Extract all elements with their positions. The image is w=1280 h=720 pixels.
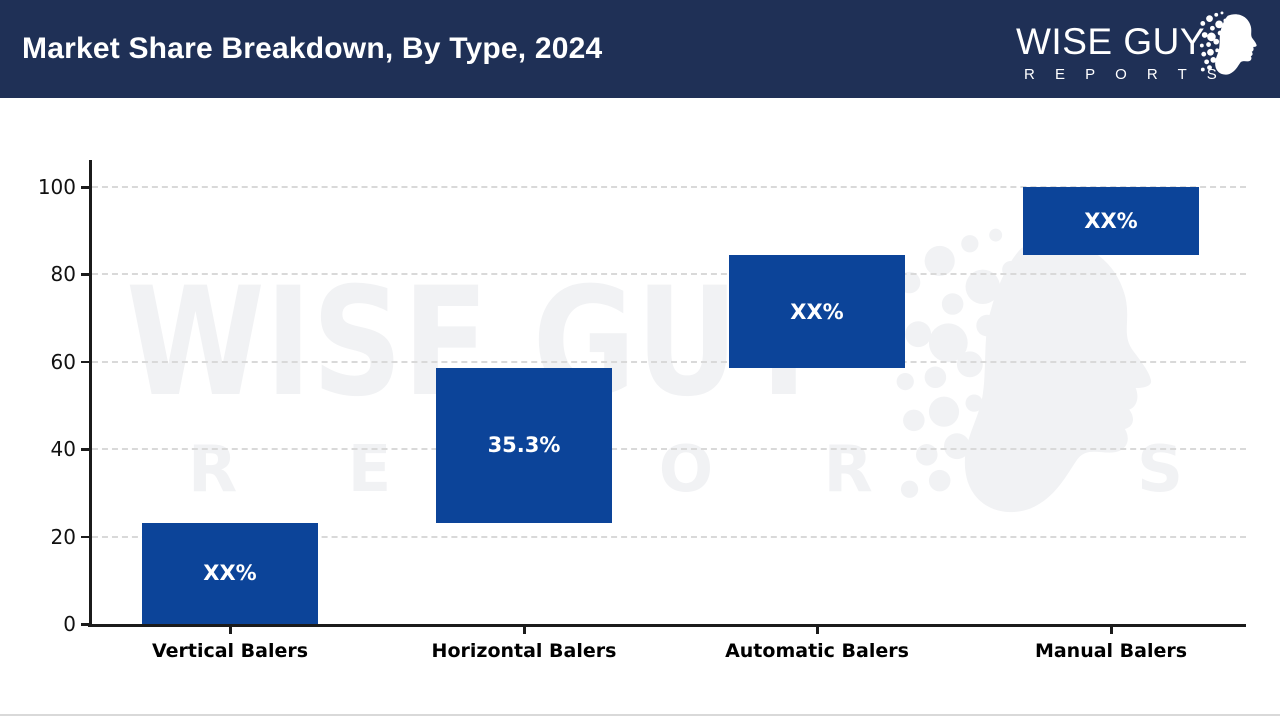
gridline — [92, 273, 1246, 276]
y-tick-label: 40 — [50, 437, 76, 462]
bottom-divider — [0, 714, 1280, 716]
bar-value-label: XX% — [790, 299, 844, 324]
logo-subtext: R E P O R T S — [1024, 66, 1225, 83]
bar-value-label: XX% — [203, 561, 257, 586]
header: Market Share Breakdown, By Type, 2024 — [0, 0, 1280, 98]
brand-logo: WISE GUY R E P O R T S — [1014, 8, 1266, 90]
gridline — [92, 448, 1246, 451]
gridline — [92, 535, 1246, 538]
bar-automatic-balers: XX% — [729, 255, 905, 369]
x-tick-label: Horizontal Balers — [431, 640, 617, 662]
logo-wordmark: WISE GUY — [1016, 21, 1205, 62]
y-tick-label: 60 — [50, 349, 76, 374]
x-tick-mark — [1110, 627, 1113, 634]
x-tick-label: Vertical Balers — [151, 640, 309, 662]
y-tick-mark — [81, 448, 90, 451]
y-tick-mark — [81, 273, 90, 276]
wise-guy-logo-icon: WISE GUY R E P O R T S — [1016, 11, 1257, 83]
x-axis-line — [88, 624, 1246, 627]
gridline — [92, 360, 1246, 363]
y-tick-mark — [81, 535, 90, 539]
x-tick-label: Automatic Balers — [725, 640, 909, 662]
y-tick-mark — [81, 360, 90, 364]
bar-value-label: 35.3% — [487, 433, 561, 458]
x-tick-mark — [229, 627, 232, 634]
x-tick-label: Manual Balers — [1034, 640, 1188, 662]
y-tick-label: 0 — [63, 612, 76, 636]
x-tick-mark — [816, 627, 819, 634]
y-tick-mark — [81, 623, 90, 626]
page-title: Market Share Breakdown, By Type, 2024 — [22, 32, 603, 65]
y-tick-label: 100 — [37, 175, 76, 199]
gridline — [92, 186, 1246, 188]
y-tick-mark — [81, 186, 90, 189]
y-tick-label: 20 — [50, 524, 76, 549]
bar-manual-balers: XX% — [1023, 187, 1199, 255]
y-axis-line — [89, 160, 92, 627]
x-tick-mark — [523, 627, 526, 634]
bar-value-label: XX% — [1084, 208, 1138, 233]
bar-horizontal-balers: 35.3% — [436, 368, 612, 523]
bar-vertical-balers: XX% — [142, 522, 318, 624]
y-tick-label: 80 — [50, 262, 76, 287]
